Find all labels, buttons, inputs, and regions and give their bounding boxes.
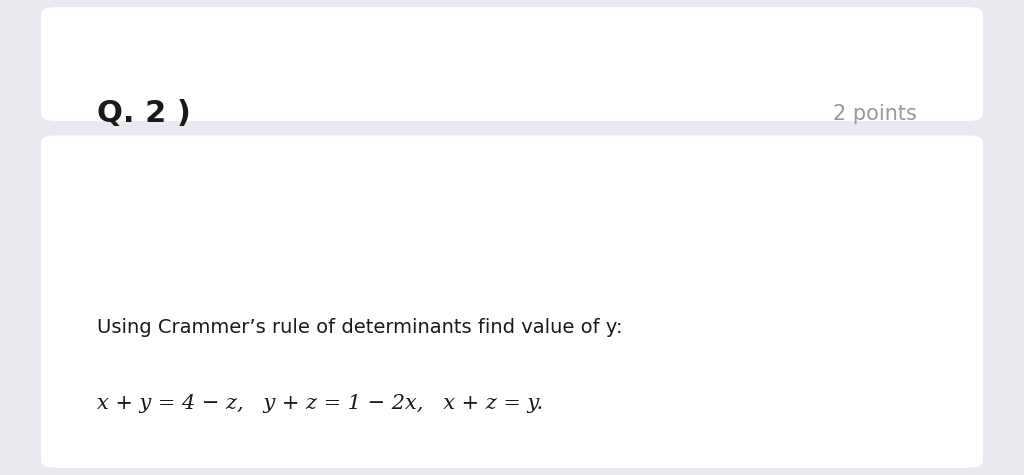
- Text: Q. 2 ): Q. 2 ): [97, 99, 191, 129]
- Text: x + y = 4 − z,   y + z = 1 − 2x,   x + z = y.: x + y = 4 − z, y + z = 1 − 2x, x + z = y…: [97, 394, 544, 413]
- FancyBboxPatch shape: [41, 135, 983, 468]
- Text: Using Crammer’s rule of determinants find value of y:: Using Crammer’s rule of determinants fin…: [97, 318, 623, 337]
- Text: 2 points: 2 points: [833, 104, 916, 124]
- FancyBboxPatch shape: [41, 7, 983, 121]
